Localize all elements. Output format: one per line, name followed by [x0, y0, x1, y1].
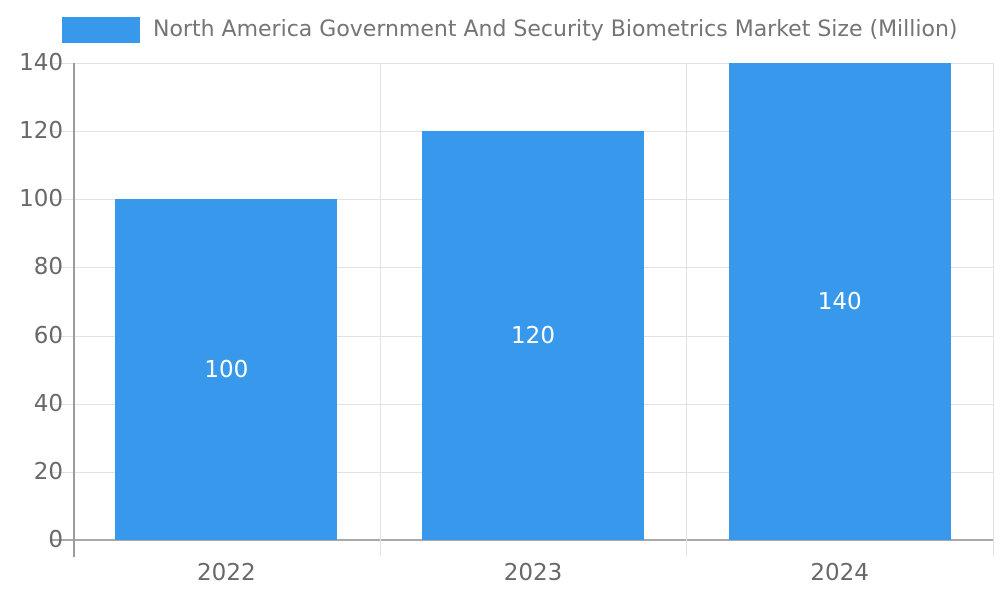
y-tick-label: 40: [33, 390, 63, 417]
x-axis-baseline: [52, 539, 993, 541]
legend-label[interactable]: North America Government And Security Bi…: [153, 17, 958, 42]
x-tick-label: 2024: [810, 560, 869, 586]
legend-swatch[interactable]: [62, 17, 140, 43]
bar-2023[interactable]: 120: [422, 131, 644, 540]
y-tick-label: 60: [33, 322, 63, 349]
bar-2022[interactable]: 100: [115, 199, 338, 540]
legend-item[interactable]: North America Government And Security Bi…: [62, 16, 957, 44]
y-axis-line: [73, 63, 75, 557]
x-tick-label: 2022: [197, 560, 256, 586]
y-tick-label: 20: [33, 458, 63, 485]
bar-value-label: 120: [511, 322, 555, 349]
category-gridline: [993, 63, 994, 556]
bar-value-label: 140: [817, 288, 862, 315]
x-tick-label: 2023: [503, 560, 563, 586]
category-gridline: [686, 63, 688, 556]
y-tick-label: 120: [19, 118, 63, 145]
y-tick-label: 140: [19, 50, 63, 76]
gridline: [52, 63, 993, 64]
category-gridline: [379, 63, 381, 556]
y-tick-label: 80: [33, 254, 63, 281]
bar-value-label: 100: [204, 356, 249, 383]
bar-2024[interactable]: 140: [728, 63, 951, 540]
y-tick-label: 0: [48, 527, 63, 553]
y-tick-label: 100: [19, 186, 63, 213]
